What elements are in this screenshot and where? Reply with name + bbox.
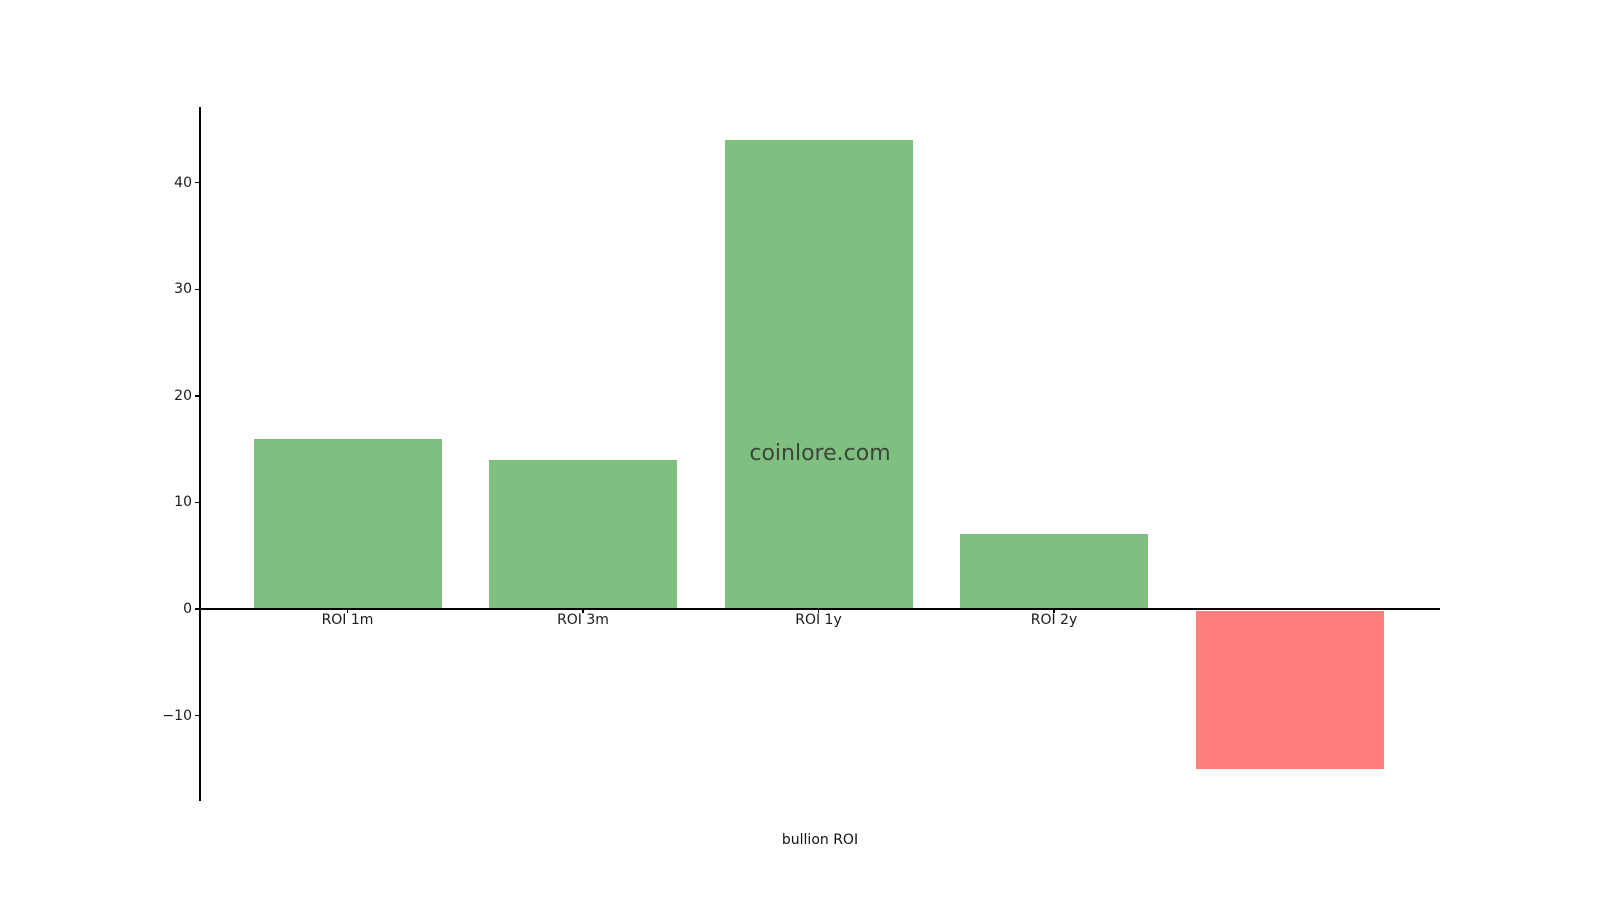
y-tick-mark <box>195 288 200 291</box>
watermark: coinlore.com <box>749 441 891 466</box>
y-tick-label: −10 <box>162 707 192 724</box>
x-tick-label-roi-1m: ROI 1m <box>321 612 374 628</box>
x-tick-mark <box>346 609 349 613</box>
y-axis-line <box>199 107 201 801</box>
y-tick-mark <box>195 714 200 717</box>
bar-roi-1y <box>724 140 913 609</box>
bar-roi-3m <box>489 459 677 609</box>
x-tick-mark <box>582 609 584 613</box>
x-axis-zero-line <box>199 608 1440 610</box>
y-tick-mark <box>195 395 200 397</box>
y-tick-mark <box>195 608 200 610</box>
y-tick-label: 40 <box>174 174 192 191</box>
y-tick-label: 20 <box>174 387 192 404</box>
bar-roi-1m <box>253 438 442 609</box>
y-tick-label: 10 <box>174 494 192 511</box>
y-tick-mark <box>195 182 200 184</box>
y-tick-label: 30 <box>174 281 192 298</box>
y-tick-mark <box>195 501 200 504</box>
bar-negative-4 <box>1195 610 1384 769</box>
bar-roi-2y <box>960 534 1148 609</box>
x-tick-label-roi-3m: ROI 3m <box>557 612 609 628</box>
x-tick-label-roi-1y: ROI 1y <box>795 612 842 628</box>
x-tick-mark <box>817 609 820 613</box>
x-tick-label-roi-2y: ROI 2y <box>1030 612 1078 628</box>
x-tick-mark <box>1053 609 1055 613</box>
chart-title: bullion ROI <box>781 832 859 848</box>
y-tick-label: 0 <box>183 601 192 617</box>
